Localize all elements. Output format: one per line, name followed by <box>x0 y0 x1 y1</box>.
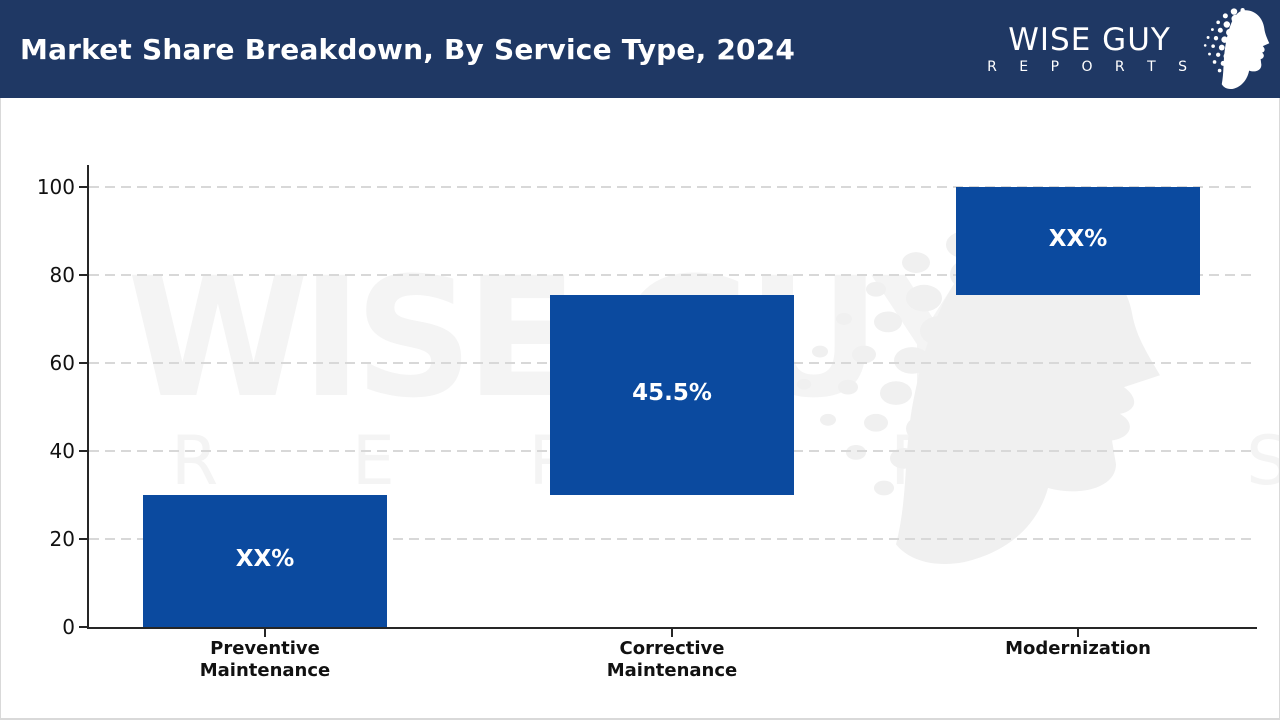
logo-subtext: R E P O R T S <box>987 58 1196 75</box>
y-tick-20 <box>79 538 87 540</box>
y-tick-label-20: 20 <box>49 527 75 551</box>
y-tick-label-40: 40 <box>49 439 75 463</box>
logo-wordmark: WISE GUY <box>1008 21 1171 58</box>
chart-canvas: WISE GUY R E P O R T S 020406080100XX%45… <box>0 98 1280 720</box>
logo-text: WISE GUY R E P O R T S <box>983 21 1196 75</box>
gridline-20 <box>89 538 1257 540</box>
y-tick-label-100: 100 <box>36 175 75 199</box>
gridline-100 <box>89 186 1257 188</box>
y-tick-label-80: 80 <box>49 263 75 287</box>
wiseguy-logo: WISE GUY R E P O R T S <box>983 6 1280 92</box>
y-tick-40 <box>79 450 87 452</box>
bar-2 <box>550 294 794 495</box>
x-tick-3 <box>1077 629 1079 637</box>
y-tick-60 <box>79 362 87 364</box>
y-axis-line <box>87 165 89 629</box>
bar-label-3: XX% <box>1048 225 1108 252</box>
y-tick-100 <box>79 186 87 188</box>
gridline-80 <box>89 274 1257 276</box>
category-label-2: Corrective Maintenance <box>606 638 738 681</box>
x-tick-2 <box>671 629 673 637</box>
category-label-1: Preventive Maintenance <box>199 638 331 681</box>
x-axis-line <box>87 627 1257 629</box>
header-bar: Market Share Breakdown, By Service Type,… <box>0 0 1280 98</box>
category-label-3: Modernization <box>1005 638 1151 659</box>
y-tick-label-60: 60 <box>49 351 75 375</box>
bar-label-2: 45.5% <box>632 379 712 406</box>
bar-1 <box>143 495 387 627</box>
y-tick-80 <box>79 274 87 276</box>
plot-area: 0 20 40 60 80 100 XX% 45.5% XX% Preventive Mainte… <box>1 98 1279 718</box>
wiseguy-face-icon <box>1198 6 1270 92</box>
y-tick-label-0: 0 <box>62 615 75 639</box>
y-tick-0 <box>79 626 87 628</box>
page-title: Market Share Breakdown, By Service Type,… <box>20 32 796 66</box>
bar-label-1: XX% <box>235 546 295 572</box>
x-tick-1 <box>264 629 266 637</box>
